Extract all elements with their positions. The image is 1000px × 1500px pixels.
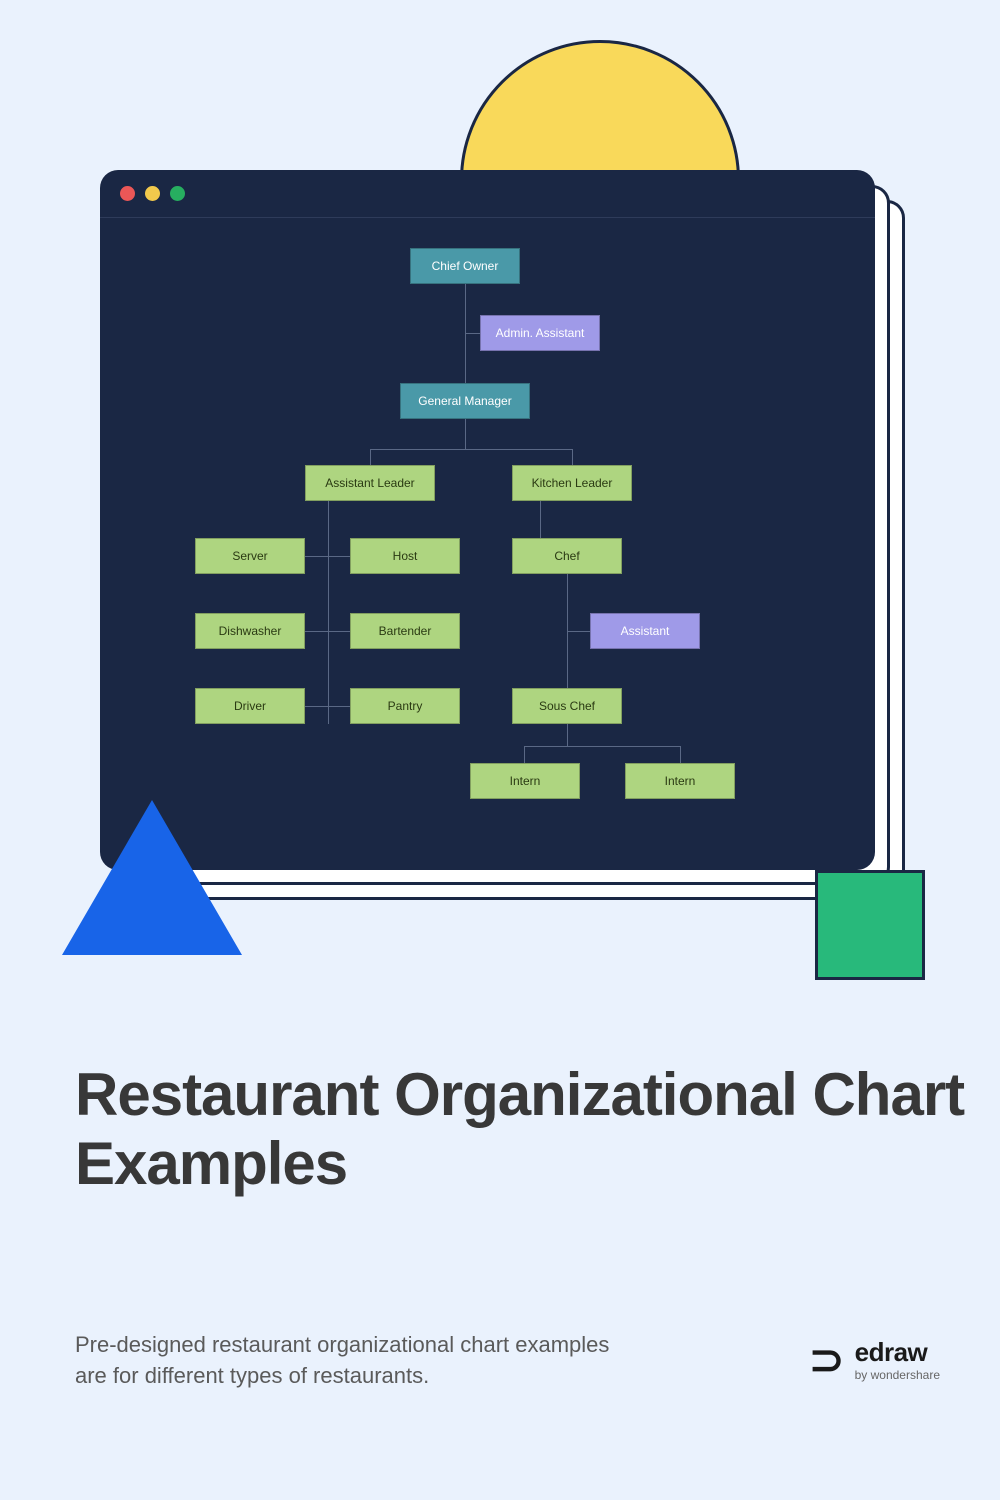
- window-titlebar: [100, 170, 875, 218]
- brand-logo: ⊂ edraw by wondershare: [813, 1335, 940, 1384]
- connector-line: [524, 746, 680, 747]
- org-node-gm: General Manager: [400, 383, 530, 419]
- connector-line: [370, 449, 572, 450]
- logo-byline: by wondershare: [855, 1368, 940, 1382]
- minimize-dot-icon: [145, 186, 160, 201]
- connector-line: [305, 706, 328, 707]
- connector-line: [328, 501, 329, 724]
- connector-line: [465, 419, 466, 449]
- org-node-admin: Admin. Assistant: [480, 315, 600, 351]
- org-node-kleader: Kitchen Leader: [512, 465, 632, 501]
- app-window: Chief Owner Admin. Assistant General Manag…: [100, 170, 875, 870]
- decor-triangle: [62, 800, 242, 955]
- connector-line: [567, 724, 568, 746]
- org-node-bart: Bartender: [350, 613, 460, 649]
- maximize-dot-icon: [170, 186, 185, 201]
- connector-line: [328, 631, 350, 632]
- connector-line: [305, 556, 328, 557]
- org-node-pantry: Pantry: [350, 688, 460, 724]
- logo-mark-icon: ⊂: [813, 1335, 844, 1384]
- connector-line: [370, 449, 371, 465]
- org-node-chef: Chef: [512, 538, 622, 574]
- page-subtext: Pre-designed restaurant organizational c…: [75, 1330, 645, 1392]
- org-node-intern2: Intern: [625, 763, 735, 799]
- connector-line: [524, 746, 525, 763]
- org-node-intern1: Intern: [470, 763, 580, 799]
- window-stack: Chief Owner Admin. Assistant General Manag…: [100, 170, 875, 870]
- connector-line: [567, 631, 590, 632]
- org-node-assist: Assistant: [590, 613, 700, 649]
- decor-square: [815, 870, 925, 980]
- org-node-driver: Driver: [195, 688, 305, 724]
- connector-line: [328, 556, 350, 557]
- logo-name: edraw: [855, 1337, 940, 1368]
- connector-line: [328, 706, 350, 707]
- connector-line: [305, 631, 328, 632]
- connector-line: [540, 501, 541, 538]
- connector-line: [465, 333, 480, 334]
- org-node-aleader: Assistant Leader: [305, 465, 435, 501]
- org-node-dish: Dishwasher: [195, 613, 305, 649]
- org-node-owner: Chief Owner: [410, 248, 520, 284]
- org-node-host: Host: [350, 538, 460, 574]
- org-node-server: Server: [195, 538, 305, 574]
- org-node-sous: Sous Chef: [512, 688, 622, 724]
- close-dot-icon: [120, 186, 135, 201]
- connector-line: [680, 746, 681, 763]
- org-chart: Chief Owner Admin. Assistant General Manag…: [100, 218, 875, 870]
- page-headline: Restaurant Organizational Chart Examples: [75, 1060, 1000, 1198]
- connector-line: [572, 449, 573, 465]
